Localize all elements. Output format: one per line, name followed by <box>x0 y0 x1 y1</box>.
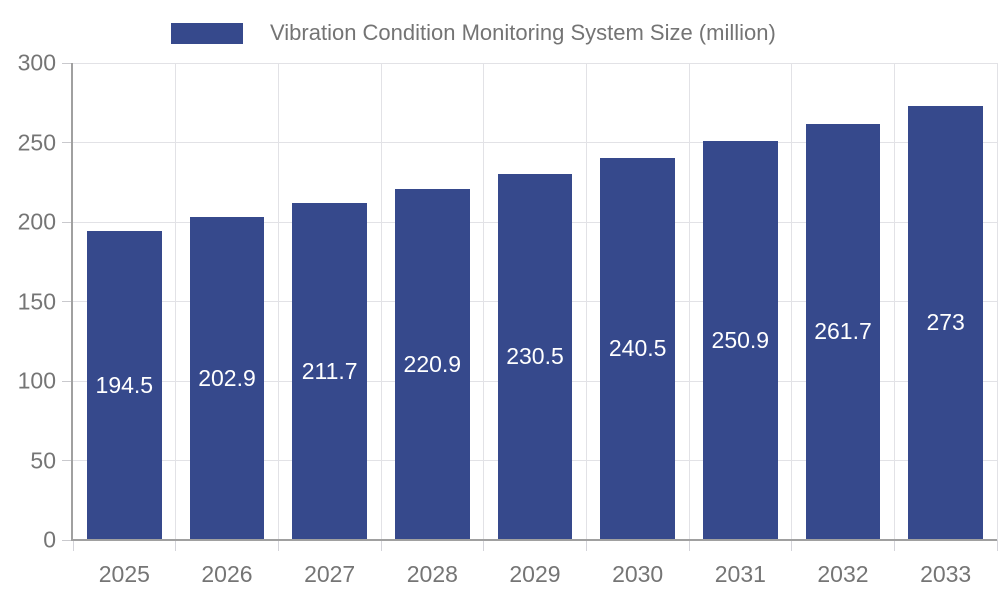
bar-value-label: 202.9 <box>198 365 256 392</box>
x-gridline <box>380 63 382 540</box>
y-axis-tick <box>62 301 73 302</box>
bar[interactable]: 240.5 <box>600 157 676 540</box>
x-gridline <box>996 63 998 540</box>
bar-value-label: 240.5 <box>608 335 667 362</box>
x-axis-tick <box>791 540 793 551</box>
y-axis-label: 200 <box>17 208 56 235</box>
x-gridline <box>585 63 587 540</box>
bar-value-label: 220.9 <box>403 350 462 377</box>
bar-value-label: 261.7 <box>814 318 872 345</box>
y-axis-label: 100 <box>17 367 56 394</box>
bar-value-label: 194.5 <box>95 371 154 398</box>
x-axis-tick <box>893 540 895 551</box>
y-axis-tick <box>62 62 73 64</box>
x-axis-tick <box>996 540 998 551</box>
plot-area: 194.5 202.9 211.7 220.9 230.5 240.5 250.9 261.7… <box>73 62 998 540</box>
x-gridline <box>791 63 793 540</box>
bar-value-label: 230.5 <box>506 343 564 370</box>
bar[interactable]: 261.7 <box>805 123 881 540</box>
x-axis-label: 2030 <box>612 561 664 587</box>
y-axis-tick <box>62 142 73 143</box>
y-axis-tick <box>62 221 73 223</box>
x-axis-label: 2028 <box>406 561 458 587</box>
x-axis-tick <box>277 540 279 551</box>
bar-value-label: 211.7 <box>301 358 358 385</box>
x-gridline <box>688 63 690 540</box>
bar[interactable]: 194.5 <box>86 230 162 540</box>
x-axis-tick <box>380 540 382 551</box>
bar[interactable]: 273 <box>908 105 984 540</box>
bar[interactable]: 202.9 <box>189 217 265 540</box>
x-gridline <box>175 63 177 540</box>
y-axis-tick <box>62 539 73 541</box>
y-axis-tick <box>62 380 73 382</box>
x-axis-label: 2027 <box>304 561 356 587</box>
bar[interactable]: 230.5 <box>497 173 573 540</box>
bar[interactable]: 220.9 <box>394 188 470 540</box>
y-gridline <box>73 142 997 143</box>
x-axis-label: 2029 <box>509 561 561 587</box>
legend-label: Vibration Condition Monitoring System Si… <box>270 20 776 45</box>
x-axis-label: 2025 <box>98 561 150 587</box>
bar[interactable]: 211.7 <box>292 203 368 540</box>
legend-swatch <box>171 22 243 44</box>
x-axis-tick <box>72 540 74 551</box>
x-axis-label: 2026 <box>201 561 253 587</box>
x-axis-line <box>71 539 997 541</box>
x-gridline <box>483 63 485 540</box>
y-axis-line <box>71 63 73 541</box>
y-axis-tick <box>62 460 73 461</box>
y-axis-label: 150 <box>17 288 56 314</box>
y-axis-label: 0 <box>43 526 56 553</box>
x-axis-label: 2032 <box>817 561 869 587</box>
x-axis-tick <box>585 540 587 551</box>
x-axis-label: 2033 <box>920 561 972 587</box>
y-axis-label: 50 <box>30 447 56 473</box>
x-gridline <box>277 63 279 540</box>
x-axis-tick <box>483 540 485 551</box>
legend-item[interactable]: Vibration Condition Monitoring System Si… <box>171 22 776 44</box>
x-axis-label: 2031 <box>714 561 766 587</box>
x-axis-tick <box>688 540 690 551</box>
bar-value-label: 273 <box>926 309 965 336</box>
bar-value-label: 250.9 <box>711 327 770 354</box>
y-axis-label: 300 <box>17 49 56 76</box>
x-axis-tick <box>175 540 177 551</box>
bar[interactable]: 250.9 <box>702 141 778 540</box>
y-axis-label: 250 <box>17 129 56 155</box>
y-gridline <box>73 62 997 64</box>
x-gridline <box>893 63 895 540</box>
